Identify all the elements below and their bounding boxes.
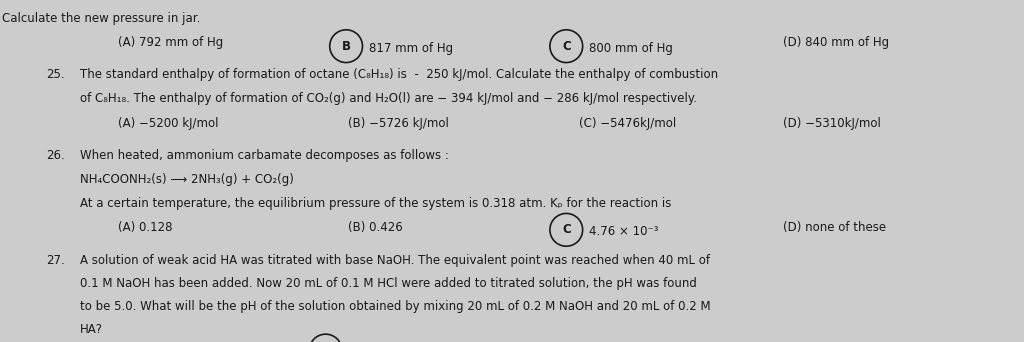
Text: NH₄COONH₂(s) ⟶ 2NH₃(g) + CO₂(g): NH₄COONH₂(s) ⟶ 2NH₃(g) + CO₂(g) (80, 173, 294, 186)
Text: A solution of weak acid HA was titrated with base NaOH. The equivalent point was: A solution of weak acid HA was titrated … (80, 254, 710, 267)
Text: (D) −5310kJ/mol: (D) −5310kJ/mol (783, 117, 882, 130)
Text: 25.: 25. (46, 68, 65, 81)
Text: 0.1 M NaOH has been added. Now 20 mL of 0.1 M HCl were added to titrated solutio: 0.1 M NaOH has been added. Now 20 mL of … (80, 277, 696, 290)
Text: (B) −5726 kJ/mol: (B) −5726 kJ/mol (348, 117, 450, 130)
Text: (C) −5476kJ/mol: (C) −5476kJ/mol (579, 117, 676, 130)
Text: of C₈H₁₈. The enthalpy of formation of CO₂(g) and H₂O(l) are − 394 kJ/mol and − : of C₈H₁₈. The enthalpy of formation of C… (80, 92, 697, 105)
Text: The standard enthalpy of formation of octane (C₈H₁₈) is  -  250 kJ/mol. Calculat: The standard enthalpy of formation of oc… (80, 68, 718, 81)
Text: When heated, ammonium carbamate decomposes as follows :: When heated, ammonium carbamate decompos… (80, 149, 449, 162)
Text: 800 mm of Hg: 800 mm of Hg (589, 42, 673, 55)
Text: (D) 840 mm of Hg: (D) 840 mm of Hg (783, 36, 890, 49)
Text: to be 5.0. What will be the pH of the solution obtained by mixing 20 mL of 0.2 M: to be 5.0. What will be the pH of the so… (80, 300, 711, 313)
Text: Calculate the new pressure in jar.: Calculate the new pressure in jar. (2, 12, 201, 25)
Text: HA?: HA? (80, 323, 102, 336)
Text: C: C (562, 40, 570, 53)
Text: (A) 792 mm of Hg: (A) 792 mm of Hg (118, 36, 223, 49)
Text: 27.: 27. (46, 254, 65, 267)
Text: C: C (562, 223, 570, 236)
Text: 4.76 × 10⁻³: 4.76 × 10⁻³ (589, 225, 658, 238)
Text: (D) none of these: (D) none of these (783, 221, 887, 234)
Text: At a certain temperature, the equilibrium pressure of the system is 0.318 atm. K: At a certain temperature, the equilibriu… (80, 197, 672, 210)
Text: 817 mm of Hg: 817 mm of Hg (369, 42, 453, 55)
Text: (A) 0.128: (A) 0.128 (118, 221, 172, 234)
Text: 26.: 26. (46, 149, 65, 162)
Text: B: B (342, 40, 350, 53)
Text: (A) −5200 kJ/mol: (A) −5200 kJ/mol (118, 117, 218, 130)
Text: (B) 0.426: (B) 0.426 (348, 221, 402, 234)
